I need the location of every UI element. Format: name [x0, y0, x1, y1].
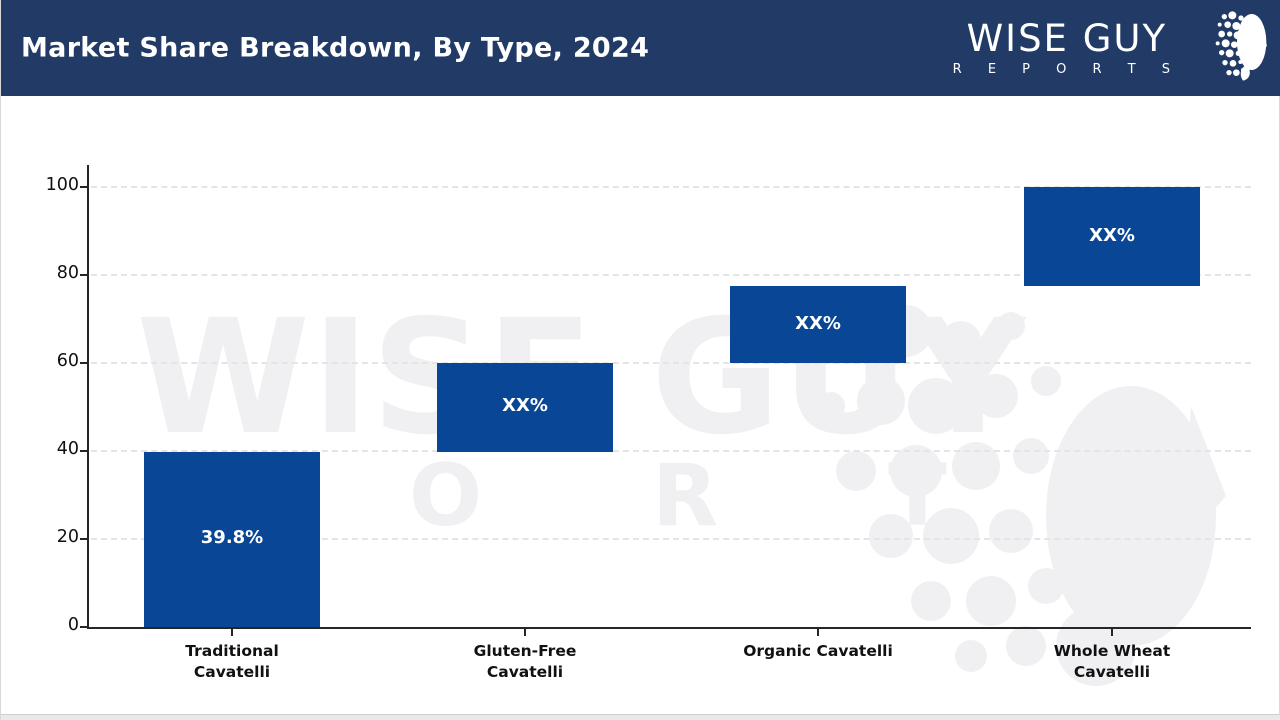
wiseguy-face-icon [1215, 11, 1267, 81]
gridline [91, 538, 1251, 540]
wiseguy-logo: WISE GUY R E P O R T S [953, 6, 1267, 90]
y-tick-label: 20 [56, 527, 79, 547]
logo-line2: R E P O R T S [952, 62, 1181, 77]
bar-segment [144, 451, 320, 627]
y-tick-mark [80, 274, 89, 276]
y-axis-line [87, 165, 89, 629]
x-category-label: Gluten-Free Cavatelli [473, 642, 577, 681]
x-category-label: Traditional Cavatelli [185, 642, 279, 681]
y-tick-label: 60 [56, 351, 79, 371]
x-axis-line [87, 627, 1251, 629]
logo-line1: WISE GUY [966, 17, 1168, 60]
bar-value-label: XX% [795, 312, 841, 334]
gridline [91, 362, 1251, 364]
x-tick-mark [1111, 629, 1113, 636]
y-tick-mark [80, 450, 89, 452]
bar-value-label: XX% [502, 395, 548, 417]
bar-value-label: XX% [1089, 224, 1135, 246]
x-category-label: Organic Cavatelli [743, 642, 893, 660]
page-title: Market Share Breakdown, By Type, 2024 [21, 32, 650, 64]
header-bar: Market Share Breakdown, By Type, 2024 WI… [1, 0, 1280, 96]
bar-segment [1024, 187, 1200, 286]
y-tick-label: 40 [56, 439, 79, 459]
footer-strip [1, 714, 1280, 720]
y-tick-mark [80, 186, 89, 188]
x-tick-mark [231, 629, 233, 636]
y-tick-mark [80, 626, 89, 628]
gridline [91, 186, 1251, 188]
wiseguy-logo-text: WISE GUY R E P O R T S [952, 17, 1181, 78]
gridline [91, 274, 1251, 276]
x-category-label: Whole Wheat Cavatelli [1053, 642, 1171, 681]
bar-segment [730, 286, 906, 363]
x-tick-mark [524, 629, 526, 636]
waterfall-chart: WISE GUY P O R T S 0 20 40 60 80 100 39.8% XX% X… [1, 96, 1280, 720]
y-tick-label: 100 [45, 175, 79, 195]
y-tick-label: 0 [67, 615, 79, 635]
y-tick-mark [80, 538, 89, 540]
bar-segment [437, 363, 613, 452]
x-tick-mark [817, 629, 819, 636]
y-tick-mark [80, 362, 89, 364]
y-tick-label: 80 [56, 263, 79, 283]
gridline [91, 450, 1251, 452]
bar-value-label: 39.8% [200, 527, 264, 549]
